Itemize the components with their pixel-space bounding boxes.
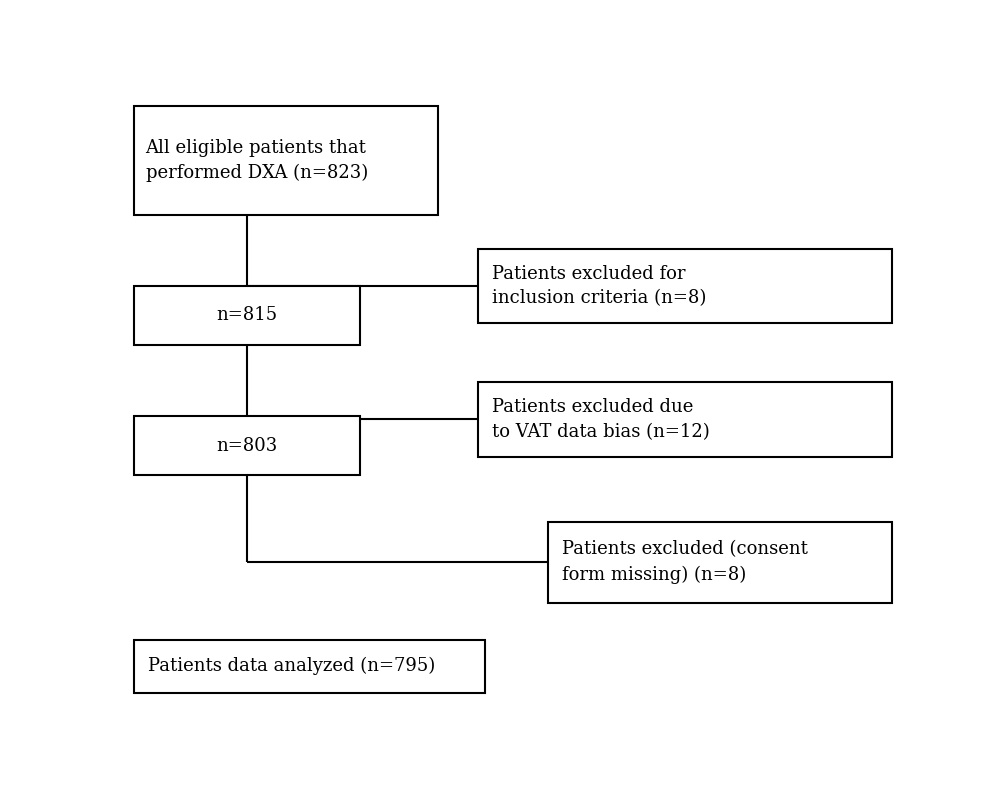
Text: n=803: n=803	[217, 437, 278, 455]
FancyBboxPatch shape	[478, 382, 891, 457]
Text: Patients excluded (consent
form missing) (n=8): Patients excluded (consent form missing)…	[561, 541, 807, 584]
FancyBboxPatch shape	[134, 286, 361, 345]
FancyBboxPatch shape	[134, 640, 486, 692]
FancyBboxPatch shape	[478, 249, 891, 323]
FancyBboxPatch shape	[134, 417, 361, 476]
FancyBboxPatch shape	[548, 521, 891, 603]
FancyBboxPatch shape	[134, 106, 438, 214]
Text: n=815: n=815	[217, 306, 277, 325]
Text: All eligible patients that
performed DXA (n=823): All eligible patients that performed DXA…	[145, 139, 368, 182]
Text: Patients excluded for
inclusion criteria (n=8): Patients excluded for inclusion criteria…	[492, 264, 706, 308]
Text: Patients data analyzed (n=795): Patients data analyzed (n=795)	[148, 657, 435, 675]
Text: Patients excluded due
to VAT data bias (n=12): Patients excluded due to VAT data bias (…	[492, 398, 710, 441]
